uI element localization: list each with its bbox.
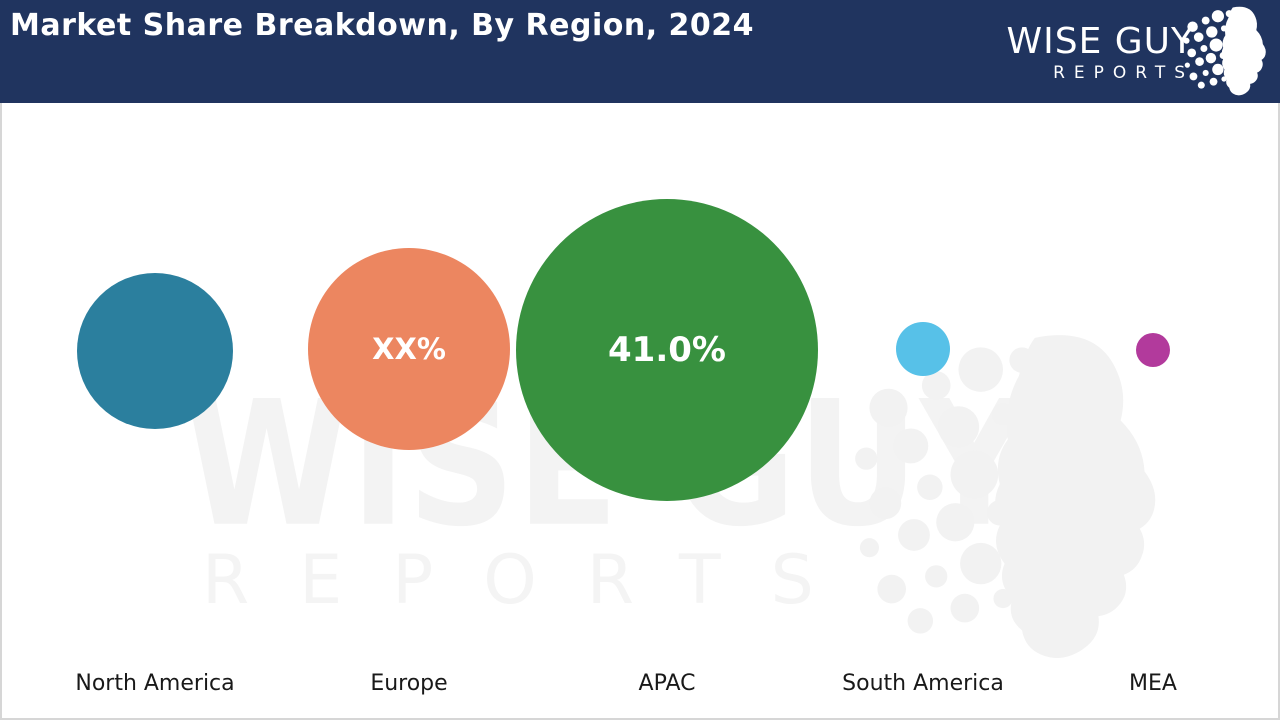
category-label-apac: APAC xyxy=(638,671,696,696)
watermark-head-icon xyxy=(844,325,1162,675)
watermark-subtext: REPORTS xyxy=(202,541,864,620)
bubble-value-label-europe: XX% xyxy=(372,332,446,366)
header-bar: Market Share Breakdown, By Region, 2024 … xyxy=(0,0,1280,103)
logo-wordmark: WISE GUY xyxy=(1006,21,1194,62)
bubble-europe: XX% xyxy=(308,248,510,450)
chart-area: WISE GUY REPORTS XX% 41.0% North America E… xyxy=(0,103,1280,720)
category-label-south-america: South America xyxy=(842,671,1004,696)
bubble-apac: 41.0% xyxy=(516,199,818,501)
bubble-south-america xyxy=(896,322,950,376)
brand-logo: WISE GUY REPORTS xyxy=(1007,4,1269,100)
category-label-mea: MEA xyxy=(1129,671,1177,696)
category-label-europe: Europe xyxy=(370,671,448,696)
page-title: Market Share Breakdown, By Region, 2024 xyxy=(10,8,755,43)
bubble-north-america xyxy=(77,273,233,429)
bubble-value-label-apac: 41.0% xyxy=(608,330,726,370)
brand-logo-text: WISE GUY REPORTS xyxy=(1007,21,1195,83)
bubble-mea xyxy=(1136,333,1170,367)
logo-subtext: REPORTS xyxy=(1053,63,1194,83)
category-label-north-america: North America xyxy=(75,671,235,696)
